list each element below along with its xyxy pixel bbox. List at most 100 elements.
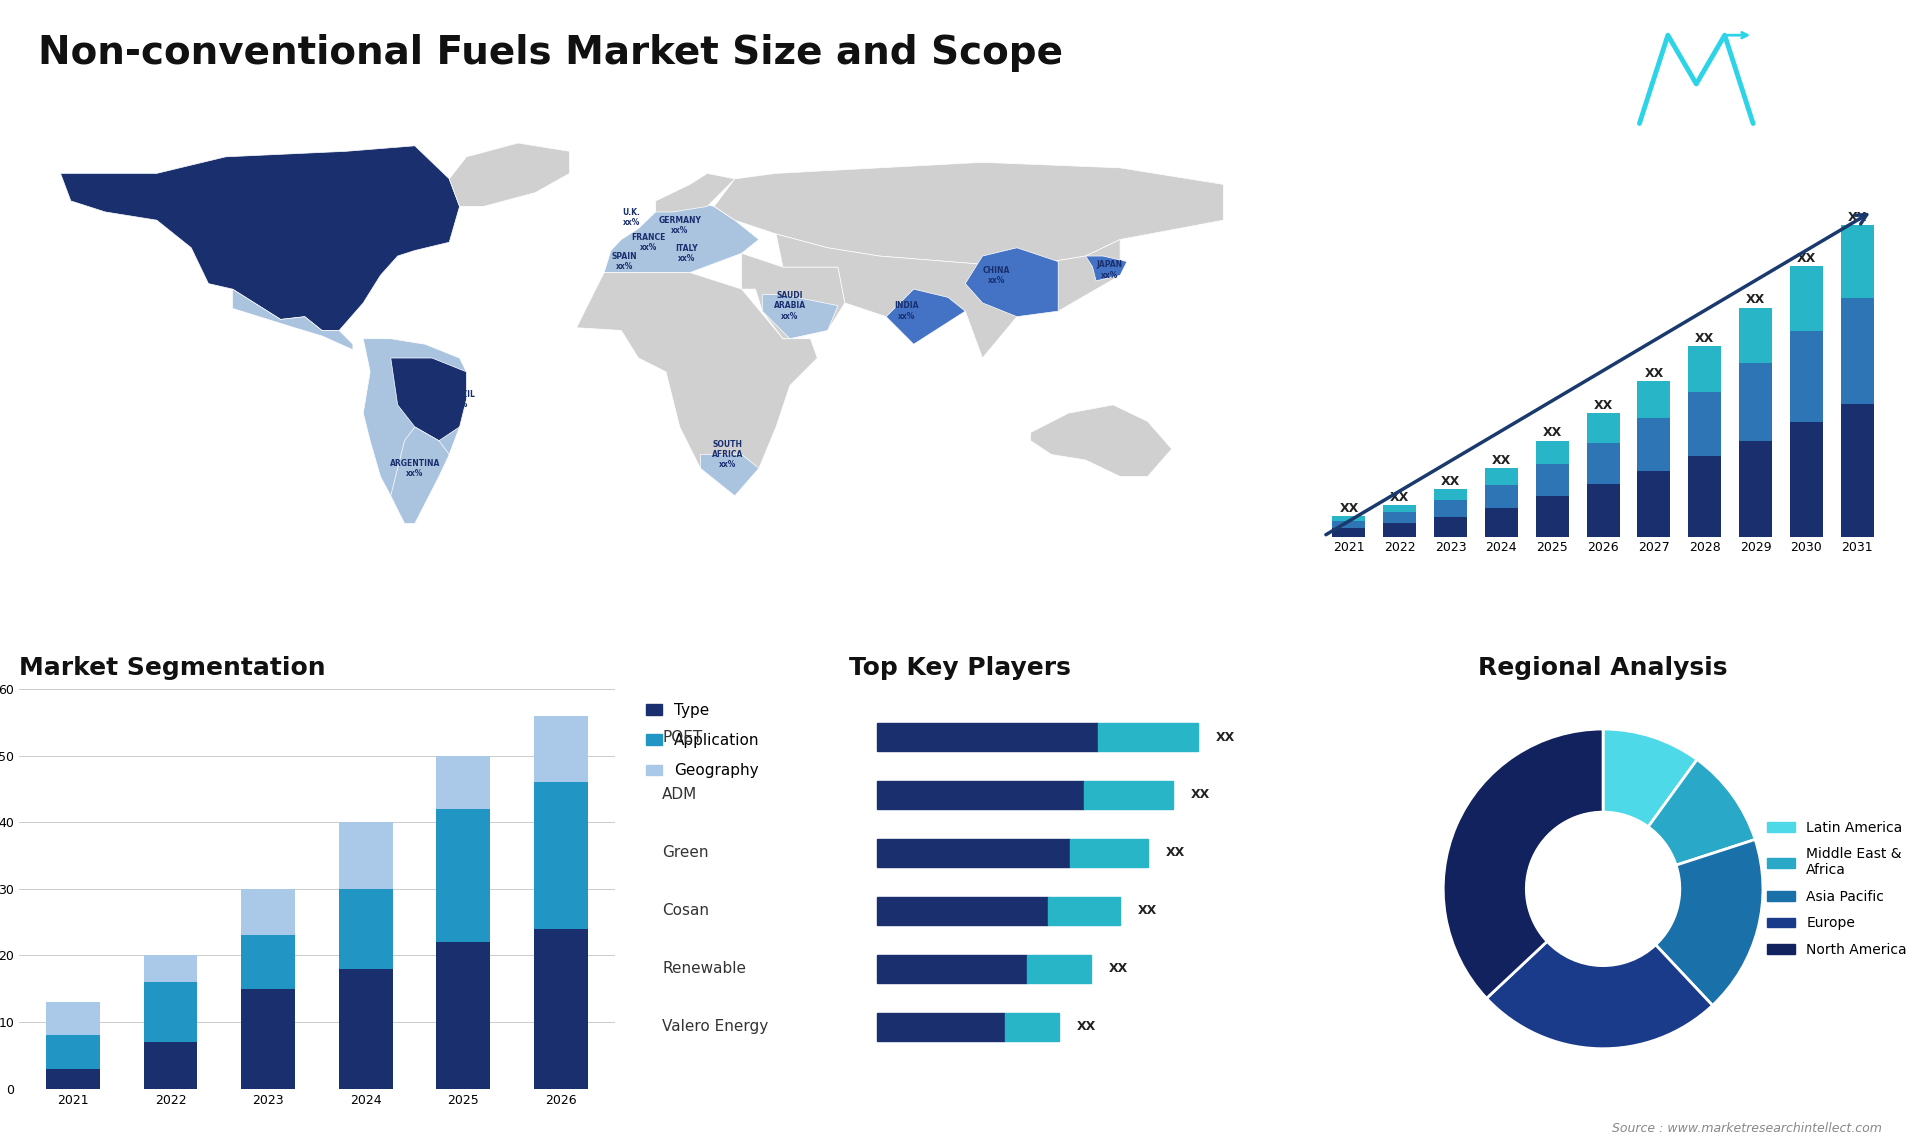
Bar — [1332, 516, 1365, 520]
Bar — [534, 783, 588, 929]
Bar — [338, 968, 392, 1089]
Bar — [436, 755, 490, 809]
Bar — [1789, 423, 1822, 537]
Bar — [1688, 392, 1720, 456]
Text: SOUTH
AFRICA
xx%: SOUTH AFRICA xx% — [712, 440, 743, 470]
FancyBboxPatch shape — [1048, 897, 1119, 925]
FancyBboxPatch shape — [877, 839, 1069, 866]
FancyBboxPatch shape — [877, 723, 1098, 751]
Text: INTELLECT: INTELLECT — [1778, 96, 1841, 107]
Text: XX: XX — [1165, 847, 1185, 860]
Bar — [1740, 362, 1772, 441]
Bar — [46, 1002, 100, 1036]
Bar — [534, 716, 588, 783]
Legend: Type, Application, Geography: Type, Application, Geography — [639, 697, 766, 785]
Polygon shape — [232, 289, 353, 350]
Bar — [1586, 442, 1620, 484]
Bar — [338, 889, 392, 968]
Text: XX: XX — [1644, 367, 1663, 379]
FancyBboxPatch shape — [1006, 1013, 1058, 1041]
Text: XX: XX — [1077, 1020, 1096, 1034]
Text: ADM: ADM — [662, 787, 697, 802]
Bar — [1332, 528, 1365, 537]
Bar — [1484, 508, 1519, 537]
Bar — [338, 823, 392, 889]
Polygon shape — [449, 143, 570, 206]
Text: Non-conventional Fuels Market Size and Scope: Non-conventional Fuels Market Size and S… — [38, 34, 1064, 72]
Bar — [1484, 469, 1519, 485]
Text: XX: XX — [1110, 963, 1129, 975]
Bar — [1382, 512, 1417, 524]
Polygon shape — [61, 146, 459, 330]
Text: Valero Energy: Valero Energy — [662, 1019, 768, 1034]
Polygon shape — [392, 427, 449, 524]
FancyBboxPatch shape — [1085, 780, 1173, 809]
Polygon shape — [887, 289, 966, 344]
Text: SPAIN
xx%: SPAIN xx% — [612, 252, 637, 272]
Text: XX: XX — [1190, 788, 1210, 801]
FancyBboxPatch shape — [877, 897, 1048, 925]
Wedge shape — [1647, 760, 1755, 865]
Text: CANADA
xx%: CANADA xx% — [276, 183, 313, 203]
Bar — [1740, 441, 1772, 537]
Text: FRANCE
xx%: FRANCE xx% — [632, 233, 666, 252]
Bar — [144, 1042, 198, 1089]
Text: INDIA
xx%: INDIA xx% — [895, 301, 920, 321]
Bar — [436, 809, 490, 942]
Text: ITALY
xx%: ITALY xx% — [676, 244, 699, 262]
Bar — [1841, 298, 1874, 405]
Polygon shape — [741, 253, 845, 339]
FancyBboxPatch shape — [877, 955, 1027, 983]
Bar — [1841, 225, 1874, 298]
Title: Top Key Players: Top Key Players — [849, 657, 1071, 681]
Text: Market Segmentation: Market Segmentation — [19, 657, 326, 681]
Bar — [1638, 382, 1670, 418]
Polygon shape — [1085, 256, 1127, 281]
Polygon shape — [605, 201, 758, 273]
Text: MEXICO
xx%: MEXICO xx% — [271, 299, 305, 319]
Polygon shape — [1031, 405, 1171, 477]
Wedge shape — [1444, 729, 1603, 998]
Bar — [144, 982, 198, 1042]
Bar — [1740, 307, 1772, 362]
FancyBboxPatch shape — [877, 780, 1085, 809]
Text: RESEARCH: RESEARCH — [1778, 70, 1841, 80]
Bar — [1332, 520, 1365, 528]
Text: JAPAN
xx%: JAPAN xx% — [1096, 260, 1123, 280]
Bar — [242, 889, 296, 935]
Polygon shape — [392, 358, 467, 441]
Text: XX: XX — [1390, 490, 1409, 503]
Bar — [46, 1036, 100, 1069]
Polygon shape — [363, 339, 467, 524]
Bar — [1484, 485, 1519, 508]
Bar — [1434, 517, 1467, 537]
Text: ARGENTINA
xx%: ARGENTINA xx% — [390, 458, 440, 478]
Text: XX: XX — [1542, 426, 1561, 439]
Bar — [1789, 266, 1822, 330]
Polygon shape — [966, 248, 1058, 316]
Polygon shape — [655, 173, 735, 212]
Text: Cosan: Cosan — [662, 903, 708, 918]
Text: XX: XX — [1695, 332, 1715, 345]
Wedge shape — [1655, 840, 1763, 1005]
Bar — [1688, 346, 1720, 392]
Bar — [242, 935, 296, 989]
Bar — [144, 956, 198, 982]
Bar — [1688, 456, 1720, 537]
FancyBboxPatch shape — [1027, 955, 1091, 983]
Bar — [242, 989, 296, 1089]
Text: MARKET: MARKET — [1778, 44, 1828, 54]
Bar — [1789, 330, 1822, 423]
Bar — [1841, 405, 1874, 537]
Text: XX: XX — [1797, 252, 1816, 265]
Bar — [1638, 418, 1670, 471]
Text: XX: XX — [1137, 904, 1156, 917]
Text: Renewable: Renewable — [662, 961, 747, 976]
Polygon shape — [776, 234, 1119, 358]
Bar — [46, 1069, 100, 1089]
Text: XX: XX — [1594, 399, 1613, 411]
Bar — [1536, 496, 1569, 537]
Text: XX: XX — [1847, 211, 1866, 223]
Legend: Latin America, Middle East &
Africa, Asia Pacific, Europe, North America: Latin America, Middle East & Africa, Asi… — [1763, 815, 1912, 963]
Text: Green: Green — [662, 846, 708, 861]
